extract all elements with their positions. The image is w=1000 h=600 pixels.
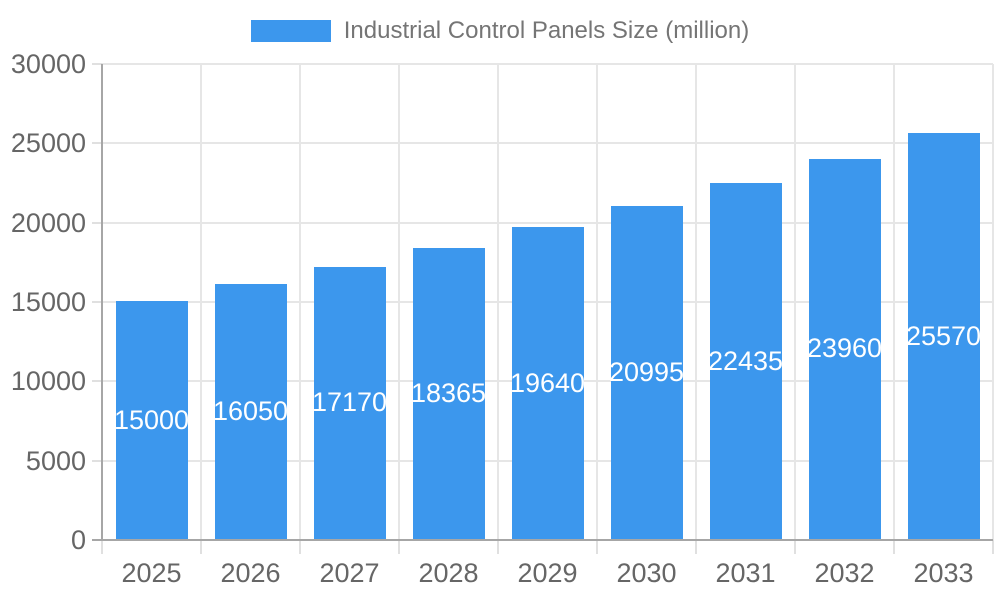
x-tick-label: 2029 bbox=[517, 558, 578, 588]
h-gridline bbox=[102, 63, 993, 65]
bar[interactable]: 18365 bbox=[410, 247, 487, 539]
x-axis-tick bbox=[992, 540, 994, 554]
y-axis-tick bbox=[92, 142, 102, 145]
bar-value-label: 18365 bbox=[410, 377, 487, 408]
x-axis-tick bbox=[200, 540, 202, 554]
bar[interactable]: 20995 bbox=[608, 205, 685, 539]
bar-value-label: 17170 bbox=[311, 387, 388, 418]
bar-value-label: 25570 bbox=[905, 320, 982, 351]
y-axis-tick bbox=[92, 301, 102, 303]
x-tick-label: 2027 bbox=[319, 558, 380, 588]
y-tick-label: 15000 bbox=[10, 287, 86, 317]
x-tick-label: 2028 bbox=[418, 558, 479, 588]
h-gridline bbox=[102, 142, 993, 145]
v-gridline bbox=[299, 64, 301, 540]
x-axis-tick bbox=[398, 540, 400, 554]
bar-value-label: 20995 bbox=[608, 356, 685, 387]
y-tick-label: 20000 bbox=[10, 207, 86, 238]
x-axis-tick bbox=[101, 540, 103, 554]
x-axis-tick bbox=[794, 540, 796, 554]
y-tick-label: 10000 bbox=[10, 366, 86, 397]
y-tick-label: 25000 bbox=[10, 128, 86, 159]
y-axis-tick bbox=[92, 459, 102, 462]
x-axis-tick bbox=[893, 540, 895, 554]
y-axis-tick bbox=[92, 380, 102, 383]
bar[interactable]: 25570 bbox=[905, 133, 982, 539]
plot-area: 0 5000 10000 15000 20000 25000 30000 15000 2025 1… bbox=[11, 49, 994, 588]
bar-value-label: 23960 bbox=[806, 333, 883, 364]
v-gridline bbox=[893, 64, 895, 540]
bar-value-label: 19640 bbox=[509, 367, 586, 398]
bar[interactable]: 19640 bbox=[509, 227, 586, 539]
y-axis-tick bbox=[92, 221, 102, 224]
y-tick-label: 5000 bbox=[25, 445, 86, 476]
bar[interactable]: 15000 bbox=[113, 301, 190, 539]
v-gridline bbox=[398, 64, 400, 540]
bar[interactable]: 17170 bbox=[311, 266, 388, 539]
x-axis-tick bbox=[695, 540, 697, 554]
v-gridline bbox=[596, 64, 598, 540]
v-gridline bbox=[497, 64, 499, 540]
x-tick-label: 2026 bbox=[220, 558, 281, 588]
y-axis-line bbox=[101, 64, 103, 540]
x-tick-label: 2032 bbox=[814, 558, 875, 588]
x-axis-tick bbox=[596, 540, 598, 554]
x-axis-tick bbox=[299, 540, 301, 554]
y-tick-label: 0 bbox=[70, 525, 86, 555]
bar-value-label: 16050 bbox=[212, 396, 289, 427]
v-gridline bbox=[794, 64, 796, 540]
legend-label: Industrial Control Panels Size (million) bbox=[343, 17, 750, 44]
x-axis-line bbox=[92, 539, 993, 541]
v-gridline bbox=[695, 64, 697, 540]
bar-value-label: 22435 bbox=[707, 345, 784, 376]
x-tick-label: 2030 bbox=[616, 558, 677, 588]
x-tick-label: 2031 bbox=[715, 558, 776, 588]
bar[interactable]: 22435 bbox=[707, 183, 784, 539]
bar-value-label: 15000 bbox=[113, 404, 190, 435]
y-tick-label: 30000 bbox=[10, 49, 86, 79]
x-axis-tick bbox=[497, 540, 499, 554]
h-gridline bbox=[102, 221, 993, 224]
legend-swatch bbox=[250, 20, 331, 42]
x-tick-label: 2025 bbox=[121, 558, 182, 588]
bar[interactable]: 16050 bbox=[212, 284, 289, 539]
x-tick-label: 2033 bbox=[913, 558, 974, 588]
chart-legend[interactable]: Industrial Control Panels Size (million) bbox=[0, 17, 1000, 45]
bar[interactable]: 23960 bbox=[806, 158, 883, 539]
y-axis-tick bbox=[92, 63, 102, 65]
v-gridline bbox=[200, 64, 202, 540]
v-gridline bbox=[992, 64, 994, 540]
